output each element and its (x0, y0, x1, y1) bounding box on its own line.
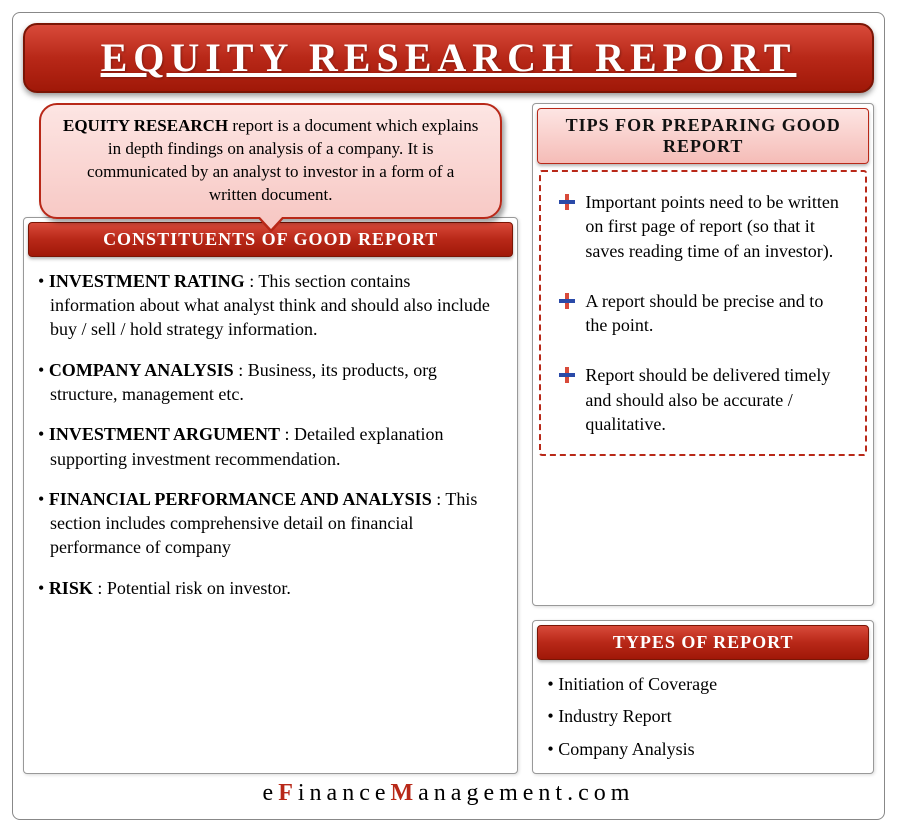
tip-text: A report should be precise and to the po… (585, 289, 847, 338)
constituents-body: INVESTMENT RATING : This section contain… (24, 257, 517, 612)
footer-e: e (263, 780, 279, 806)
constituent-item: FINANCIAL PERFORMANCE AND ANALYSIS : Thi… (38, 487, 499, 560)
types-header: TYPES OF REPORT (537, 625, 869, 660)
constituent-label: COMPANY ANALYSIS (49, 360, 234, 380)
footer-brand: eFinanceManagement.com (23, 774, 874, 809)
left-column: EQUITY RESEARCH report is a document whi… (23, 103, 518, 774)
types-body: Initiation of Coverage Industry Report C… (533, 660, 873, 773)
tips-panel: TIPS FOR PREPARING GOOD REPORT Important… (532, 103, 874, 606)
constituent-desc: : Potential risk on investor. (93, 578, 291, 598)
main-title: EQUITY RESEARCH REPORT (45, 35, 852, 81)
constituent-item: COMPANY ANALYSIS : Business, its product… (38, 358, 499, 407)
type-item: Industry Report (547, 704, 855, 728)
types-panel: TYPES OF REPORT Initiation of Coverage I… (532, 620, 874, 774)
footer-dotcom: .com (567, 780, 634, 806)
plus-icon (559, 194, 575, 210)
right-column: TIPS FOR PREPARING GOOD REPORT Important… (532, 103, 874, 774)
constituent-label: INVESTMENT RATING (49, 271, 245, 291)
definition-callout: EQUITY RESEARCH report is a document whi… (39, 103, 502, 219)
tip-text: Report should be delivered timely and sh… (585, 363, 847, 436)
footer-inance: inance (298, 780, 391, 806)
footer-anagement: anagement (418, 780, 567, 806)
constituent-item: INVESTMENT ARGUMENT : Detailed explanati… (38, 422, 499, 471)
type-item: Initiation of Coverage (547, 672, 855, 696)
tips-header: TIPS FOR PREPARING GOOD REPORT (537, 108, 869, 164)
plus-icon (559, 367, 575, 383)
tip-item: Report should be delivered timely and sh… (555, 361, 851, 438)
plus-icon (559, 293, 575, 309)
tip-item: A report should be precise and to the po… (555, 287, 851, 340)
footer-M: M (391, 780, 419, 806)
footer-F: F (278, 780, 298, 806)
title-banner: EQUITY RESEARCH REPORT (23, 23, 874, 93)
tip-item: Important points need to be written on f… (555, 188, 851, 265)
constituent-item: RISK : Potential risk on investor. (38, 576, 499, 600)
tip-text: Important points need to be written on f… (585, 190, 847, 263)
constituent-label: RISK (49, 578, 93, 598)
constituent-label: FINANCIAL PERFORMANCE AND ANALYSIS (49, 489, 432, 509)
constituent-item: INVESTMENT RATING : This section contain… (38, 269, 499, 342)
definition-bold-lead: EQUITY RESEARCH (63, 116, 228, 135)
infographic-container: EQUITY RESEARCH REPORT EQUITY RESEARCH r… (12, 12, 885, 820)
constituent-label: INVESTMENT ARGUMENT (49, 424, 280, 444)
constituents-panel: CONSTITUENTS OF GOOD REPORT INVESTMENT R… (23, 217, 518, 774)
columns-row: EQUITY RESEARCH report is a document whi… (23, 103, 874, 774)
tips-body: Important points need to be written on f… (539, 170, 867, 456)
type-item: Company Analysis (547, 737, 855, 761)
